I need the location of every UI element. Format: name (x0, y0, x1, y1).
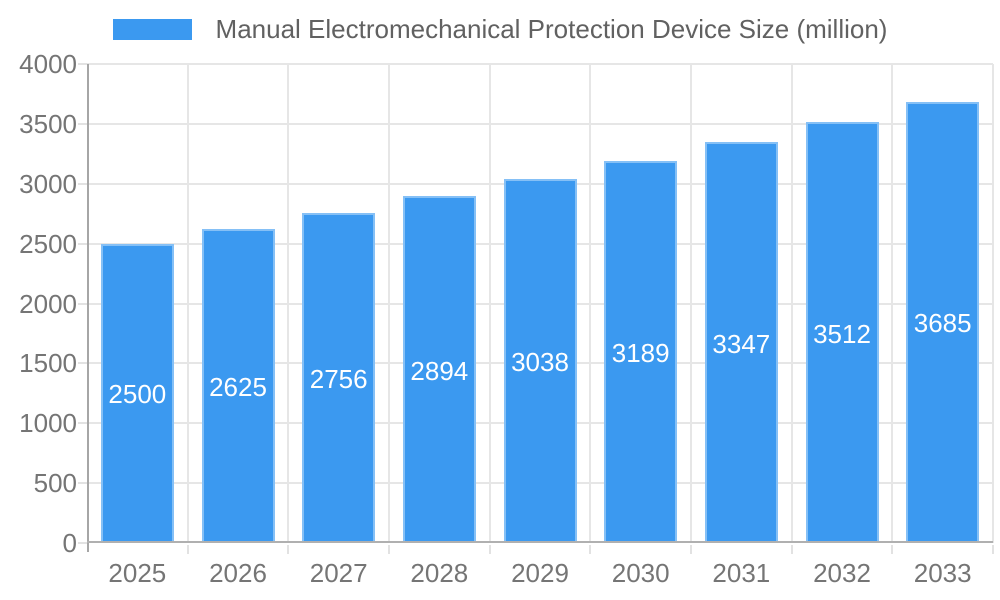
x-axis-tick-label: 2030 (611, 558, 670, 588)
gridline-h (87, 63, 993, 65)
bar-2033: 3685 (906, 101, 980, 543)
bar-value-label: 3512 (813, 318, 871, 349)
y-tick-mark (78, 482, 87, 485)
x-axis-tick-label: 2026 (209, 558, 267, 588)
gridline-v (186, 64, 189, 543)
y-tick-mark (78, 182, 87, 185)
x-tick-mark (287, 545, 290, 554)
bar-2032: 3512 (805, 122, 879, 543)
bar-2029: 3038 (503, 179, 577, 543)
plot-area: 2500 2625 2756 2894 3038 3189 3347 3512 3685 (78, 63, 994, 554)
x-tick-mark (388, 545, 390, 554)
gridline-v (488, 64, 491, 543)
bar-value-label: 3038 (511, 347, 569, 378)
x-tick-mark (690, 545, 692, 554)
y-tick-mark (78, 122, 87, 125)
bar-2025: 2500 (100, 243, 174, 543)
y-tick-mark (78, 542, 87, 544)
x-axis-tick-label: 2025 (108, 558, 167, 588)
legend-item[interactable]: Manual Electromechanical Protection Devi… (112, 14, 888, 45)
x-axis-tick-label: 2029 (511, 558, 569, 588)
bar-value-label: 3347 (712, 328, 771, 359)
y-tick-mark (78, 242, 87, 245)
x-tick-mark (186, 545, 189, 554)
bar-value-label: 2500 (108, 379, 167, 410)
x-axis-tick-label: 2033 (913, 558, 972, 588)
y-tick-mark (78, 302, 87, 305)
y-axis-tick-label: 4000 (19, 49, 77, 79)
bar-value-label: 3685 (913, 308, 972, 339)
bar-value-label: 3189 (611, 338, 670, 369)
bar-value-label: 2894 (410, 355, 469, 386)
bar-2028: 2894 (402, 196, 476, 543)
y-axis-tick-label: 0 (62, 528, 77, 558)
y-tick-mark (78, 362, 87, 365)
y-tick-mark (78, 63, 87, 65)
y-tick-mark (78, 422, 87, 425)
gridline-v (287, 64, 290, 543)
y-axis-tick-label: 1500 (19, 348, 77, 379)
x-axis-tick-label: 2027 (309, 558, 368, 588)
y-axis-tick-label: 3000 (19, 168, 77, 199)
y-axis-tick-label: 1000 (19, 408, 77, 439)
x-axis-line (87, 541, 993, 543)
legend-swatch-icon (112, 19, 192, 40)
y-axis-line (87, 64, 89, 552)
gridline-v (891, 64, 894, 543)
bar-2030: 3189 (604, 161, 678, 543)
y-axis-tick-label: 2500 (19, 228, 77, 259)
x-tick-mark (589, 545, 592, 554)
bar-2027: 2756 (302, 212, 376, 543)
bar-value-label: 2756 (309, 363, 368, 394)
x-tick-mark (790, 545, 793, 554)
gridline-v (992, 64, 994, 543)
gridline-v (589, 64, 592, 543)
x-tick-mark (891, 545, 894, 554)
x-axis-tick-label: 2032 (813, 558, 871, 588)
gridline-v (690, 64, 692, 543)
legend-label: Manual Electromechanical Protection Devi… (215, 14, 888, 44)
bar-value-label: 2625 (209, 371, 267, 402)
y-axis-tick-label: 500 (33, 468, 77, 499)
x-axis-tick-label: 2028 (410, 558, 469, 588)
legend: Manual Electromechanical Protection Devi… (0, 14, 1000, 45)
gridline-v (790, 64, 793, 543)
gridline-h (87, 122, 993, 125)
bar-2026: 2625 (201, 228, 275, 543)
y-axis-tick-label: 2000 (19, 288, 77, 319)
x-axis-tick-label: 2031 (712, 558, 771, 588)
x-tick-mark (488, 545, 491, 554)
x-tick-mark (992, 545, 994, 554)
gridline-v (388, 64, 390, 543)
y-axis-tick-label: 3500 (19, 108, 77, 139)
bar-2031: 3347 (704, 142, 778, 543)
